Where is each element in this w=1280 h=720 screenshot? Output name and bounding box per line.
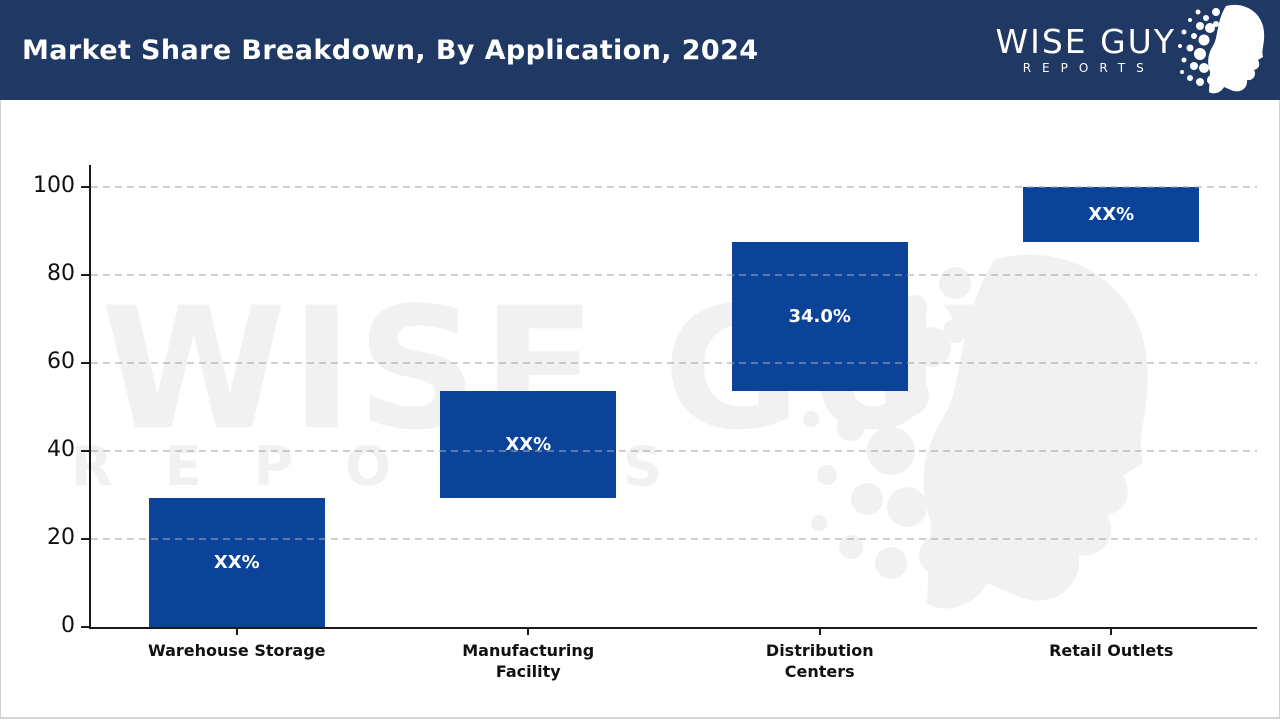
- x-axis-label-line: Retail Outlets: [1049, 641, 1174, 660]
- y-axis-line: [89, 165, 91, 629]
- gridline-80: [91, 274, 1257, 276]
- y-axis-tick-0: [81, 626, 89, 628]
- bar-distribution-centers: 34.0%: [731, 241, 908, 392]
- bar-warehouse-storage: XX%: [148, 498, 325, 627]
- plot-area: XX% XX% 34.0% XX%: [91, 165, 1257, 627]
- page-title: Market Share Breakdown, By Application, …: [22, 34, 759, 66]
- bar-value-label: XX%: [1088, 203, 1135, 225]
- x-axis-tick-0: [235, 629, 238, 635]
- chart-canvas: WISE GUY REPORTS XX% XX% 34.0% XX% 0 20 40 60 8…: [0, 100, 1280, 719]
- x-axis-label-3: Retail Outlets: [1001, 640, 1221, 661]
- y-axis-tick-20: [81, 538, 89, 540]
- logo-text: WISE GUY REPORTS: [995, 25, 1176, 75]
- gridline-20: [91, 538, 1257, 540]
- logo-face-icon: [1178, 4, 1265, 94]
- x-axis-label-2: Distribution Centers: [710, 640, 930, 682]
- bar-manufacturing-facility: XX%: [440, 391, 617, 499]
- x-axis-label-line: Distribution: [765, 641, 874, 660]
- bar-retail-outlets: XX%: [1023, 187, 1200, 242]
- wise-guy-logo: WISE GUY REPORTS: [995, 2, 1280, 98]
- x-axis-tick-2: [818, 629, 821, 635]
- y-axis-tick-label-80: 80: [47, 261, 75, 286]
- bar-value-label: XX%: [505, 434, 552, 456]
- logo-wordmark: WISE GUY: [995, 22, 1176, 61]
- gridline-100: [91, 186, 1257, 188]
- y-axis-tick-40: [81, 450, 89, 452]
- y-axis-tick-80: [81, 274, 89, 276]
- x-axis-line: [89, 627, 1257, 629]
- y-axis-tick-label-0: 0: [61, 613, 75, 638]
- y-axis-tick-label-60: 60: [47, 349, 75, 374]
- gridline-40: [91, 450, 1257, 452]
- logo-subtitle: REPORTS: [1022, 61, 1155, 75]
- header-band: Market Share Breakdown, By Application, …: [0, 0, 1280, 100]
- y-axis-tick-label-100: 100: [33, 173, 75, 198]
- x-axis-label-0: Warehouse Storage: [127, 640, 347, 661]
- x-axis-tick-3: [1110, 629, 1113, 635]
- y-axis-tick-label-20: 20: [47, 525, 75, 550]
- watermark-face-icon: [803, 254, 1148, 609]
- x-axis-label-line: Warehouse Storage: [148, 641, 326, 660]
- x-axis-label-line: Manufacturing: [462, 641, 595, 660]
- x-axis-label-1: Manufacturing Facility: [418, 640, 638, 682]
- x-axis-tick-1: [527, 629, 530, 635]
- y-axis-tick-100: [81, 186, 89, 188]
- bar-value-label: 34.0%: [788, 305, 851, 327]
- y-axis-tick-label-40: 40: [47, 437, 75, 462]
- x-axis-label-line: Centers: [784, 662, 855, 681]
- x-axis-label-line: Facility: [495, 662, 561, 681]
- gridline-60: [91, 362, 1257, 364]
- y-axis-tick-60: [81, 362, 89, 364]
- bar-value-label: XX%: [213, 552, 260, 574]
